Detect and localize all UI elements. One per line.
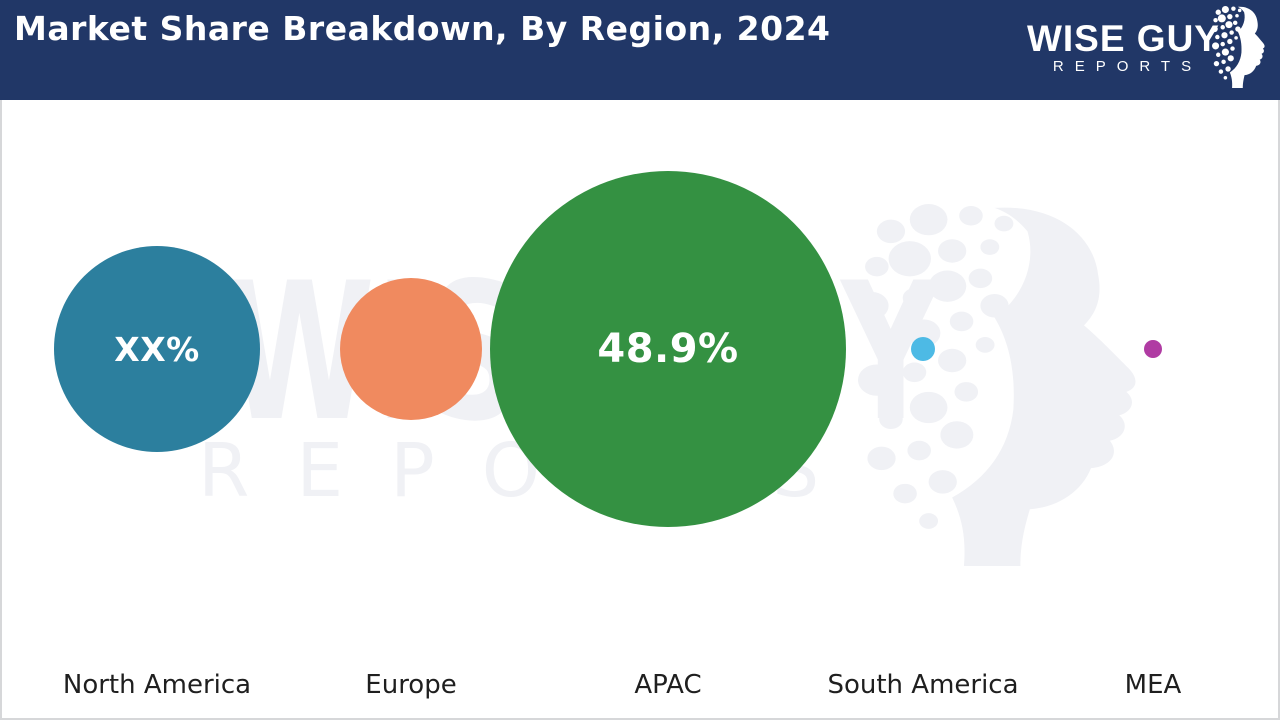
brand-logo: WISE GUY REPORTS	[1027, 6, 1270, 88]
bubble-value-apac: 48.9%	[597, 326, 739, 372]
bubble-north-america: XX%	[54, 246, 260, 452]
page-title: Market Share Breakdown, By Region, 2024	[14, 9, 831, 48]
brand-name: WISE GUY	[1026, 18, 1220, 60]
bubble-south-america	[911, 337, 935, 361]
wise-guy-head-icon	[1212, 6, 1265, 88]
bubble-europe	[340, 278, 482, 420]
category-label-europe: Europe	[365, 670, 457, 700]
bubble-apac: 48.9%	[490, 171, 846, 527]
bubble-layer: XX% 48.9%	[2, 100, 1278, 718]
title-bar: Market Share Breakdown, By Region, 2024 …	[0, 0, 1280, 100]
category-labels: North America Europe APAC South America MEA	[2, 100, 1278, 718]
category-label-north-america: North America	[62, 670, 252, 700]
bubble-mea	[1144, 340, 1162, 358]
brand-tagline: REPORTS	[1052, 57, 1203, 75]
brand-text: WISE GUY REPORTS	[1026, 18, 1220, 75]
category-label-apac: APAC	[634, 670, 702, 700]
category-label-mea: MEA	[1124, 670, 1182, 700]
bubble-value-north-america: XX%	[114, 329, 200, 369]
category-label-south-america: South America	[827, 670, 1019, 700]
